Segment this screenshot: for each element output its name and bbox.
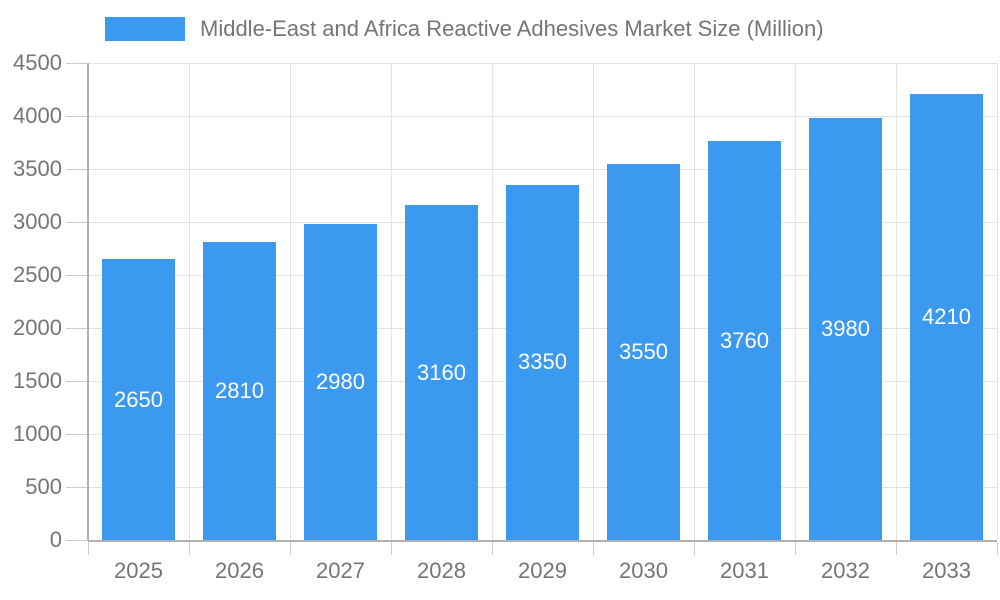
y-axis-tick-label: 2500 — [13, 262, 62, 287]
bar-2030: 3550 — [607, 163, 680, 540]
gridline-vertical — [694, 63, 695, 540]
bar-value-label: 2980 — [316, 369, 365, 395]
x-axis-tick — [997, 542, 998, 555]
y-axis-tick-label: 0 — [49, 527, 62, 552]
y-axis-tick — [66, 116, 88, 117]
bar-2029: 3350 — [506, 184, 579, 540]
bar-value-label: 2650 — [114, 386, 163, 412]
bar-value-label: 3980 — [821, 316, 870, 342]
legend-label: Middle-East and Africa Reactive Adhesive… — [200, 16, 824, 41]
y-axis-tick — [66, 222, 88, 223]
y-axis-line — [87, 63, 89, 540]
legend-swatch — [105, 17, 185, 41]
bar-value-label: 4210 — [922, 303, 971, 329]
y-axis-tick — [66, 487, 88, 488]
y-axis-tick-label: 3000 — [13, 209, 62, 234]
x-axis-tick-label: 2032 — [821, 558, 870, 583]
y-axis-tick — [66, 540, 88, 541]
y-axis-tick — [66, 63, 88, 64]
x-axis-tick — [492, 542, 493, 555]
bar-2032: 3980 — [809, 118, 882, 540]
bar-value-label: 2810 — [215, 378, 264, 404]
bar-value-label: 3760 — [720, 327, 769, 353]
y-axis-tick — [66, 275, 88, 276]
x-axis-tick — [896, 542, 897, 555]
bar-2026: 2810 — [203, 242, 276, 540]
y-axis-tick-label: 3500 — [13, 156, 62, 181]
y-axis-tick-label: 4500 — [13, 50, 62, 75]
y-axis-tick — [66, 169, 88, 170]
bar-2028: 3160 — [405, 205, 478, 540]
x-axis-tick — [88, 542, 89, 555]
gridline-horizontal — [88, 116, 997, 117]
y-axis-tick-label: 4000 — [13, 103, 62, 128]
y-axis-tick-label: 1500 — [13, 368, 62, 393]
legend-item[interactable]: Middle-East and Africa Reactive Adhesive… — [105, 17, 824, 41]
x-axis-tick-label: 2029 — [518, 558, 567, 583]
x-axis-tick-label: 2026 — [215, 558, 264, 583]
gridline-vertical — [997, 63, 998, 540]
bar-2027: 2980 — [304, 224, 377, 540]
y-axis-tick-label: 500 — [25, 474, 62, 499]
y-axis-tick — [66, 328, 88, 329]
bar-2025: 2650 — [102, 259, 175, 540]
x-axis-tick — [391, 542, 392, 555]
x-axis-tick-label: 2025 — [114, 558, 163, 583]
x-axis-tick — [290, 542, 291, 555]
bar-value-label: 3550 — [619, 338, 668, 364]
gridline-horizontal — [88, 169, 997, 170]
gridline-vertical — [593, 63, 594, 540]
bar-2033: 4210 — [910, 93, 983, 540]
bar-2031: 3760 — [708, 141, 781, 540]
x-axis-tick — [189, 542, 190, 555]
x-axis-tick — [795, 542, 796, 555]
gridline-vertical — [795, 63, 796, 540]
x-axis-tick-label: 2027 — [316, 558, 365, 583]
y-axis-tick — [66, 381, 88, 382]
gridline-vertical — [290, 63, 291, 540]
gridline-vertical — [896, 63, 897, 540]
x-axis-tick-label: 2033 — [922, 558, 971, 583]
gridline-vertical — [391, 63, 392, 540]
x-axis-tick-label: 2028 — [417, 558, 466, 583]
bar-value-label: 3160 — [417, 359, 466, 385]
gridline-vertical — [492, 63, 493, 540]
y-axis-tick-label: 1000 — [13, 421, 62, 446]
x-axis-tick — [694, 542, 695, 555]
gridline-vertical — [189, 63, 190, 540]
x-axis-tick-label: 2030 — [619, 558, 668, 583]
y-axis-tick-label: 2000 — [13, 315, 62, 340]
x-axis-line — [88, 540, 997, 542]
y-axis-tick — [66, 434, 88, 435]
x-axis-tick — [593, 542, 594, 555]
gridline-horizontal — [88, 63, 997, 64]
bar-value-label: 3350 — [518, 349, 567, 375]
x-axis-tick-label: 2031 — [720, 558, 769, 583]
